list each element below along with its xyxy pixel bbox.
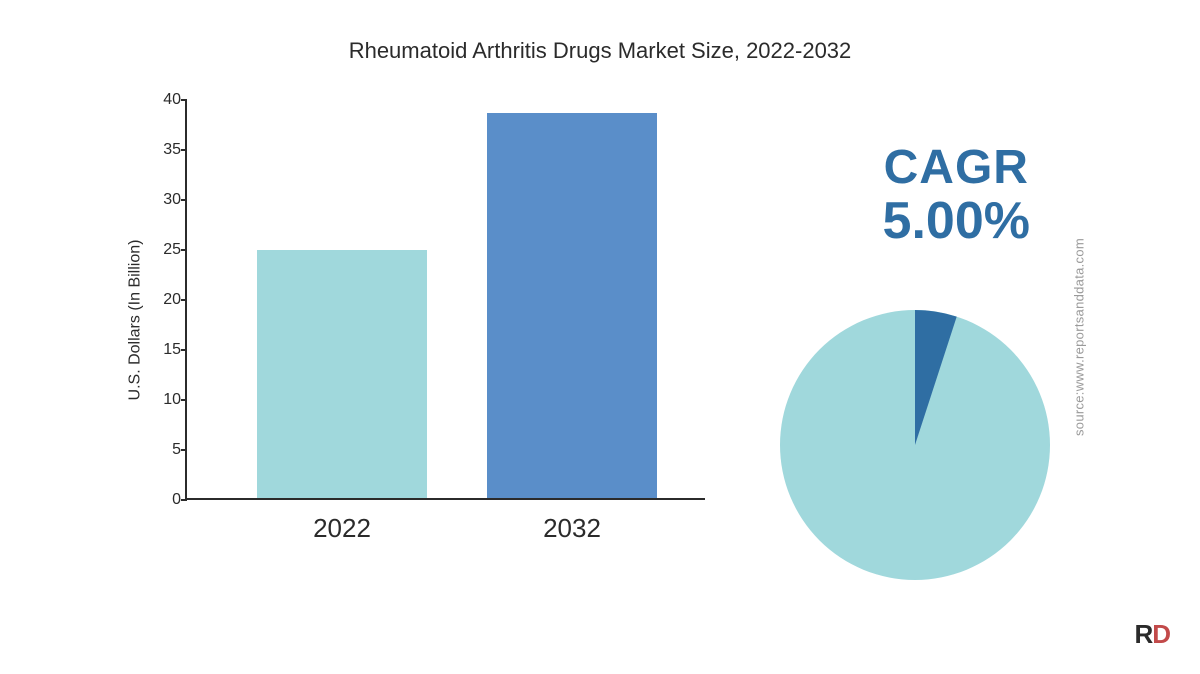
y-tick-mark xyxy=(181,149,187,151)
y-tick-label: 40 xyxy=(145,91,181,109)
cagr-value: 5.00% xyxy=(883,191,1030,251)
bar-2032 xyxy=(487,113,657,498)
y-tick-label: 35 xyxy=(145,141,181,159)
y-axis-label: U.S. Dollars (In Billion) xyxy=(126,240,144,401)
y-tick-label: 5 xyxy=(145,441,181,459)
y-tick-label: 30 xyxy=(145,191,181,209)
x-axis-label: 2022 xyxy=(313,513,371,544)
cagr-label: CAGR xyxy=(883,140,1030,195)
y-tick-mark xyxy=(181,299,187,301)
y-tick-mark xyxy=(181,499,187,501)
chart-container: Rheumatoid Arthritis Drugs Market Size, … xyxy=(0,0,1200,674)
bar-chart-area: U.S. Dollars (In Billion) 05101520253035… xyxy=(145,100,705,540)
logo-d: D xyxy=(1152,619,1170,649)
y-tick-label: 0 xyxy=(145,491,181,509)
x-axis-label: 2032 xyxy=(543,513,601,544)
bar-chart-plot: 051015202530354020222032 xyxy=(185,100,705,500)
bar-2022 xyxy=(257,250,427,498)
source-attribution: source:www.reportsanddata.com xyxy=(1071,238,1086,436)
cagr-block: CAGR 5.00% xyxy=(883,140,1030,251)
y-tick-mark xyxy=(181,349,187,351)
pie-chart xyxy=(780,310,1050,580)
brand-logo: RD xyxy=(1134,619,1170,650)
y-tick-label: 20 xyxy=(145,291,181,309)
chart-title: Rheumatoid Arthritis Drugs Market Size, … xyxy=(0,38,1200,64)
y-tick-label: 25 xyxy=(145,241,181,259)
y-tick-label: 10 xyxy=(145,391,181,409)
logo-r: R xyxy=(1134,619,1152,649)
y-tick-mark xyxy=(181,249,187,251)
y-tick-mark xyxy=(181,99,187,101)
y-tick-mark xyxy=(181,449,187,451)
y-tick-mark xyxy=(181,399,187,401)
y-tick-mark xyxy=(181,199,187,201)
y-tick-label: 15 xyxy=(145,341,181,359)
